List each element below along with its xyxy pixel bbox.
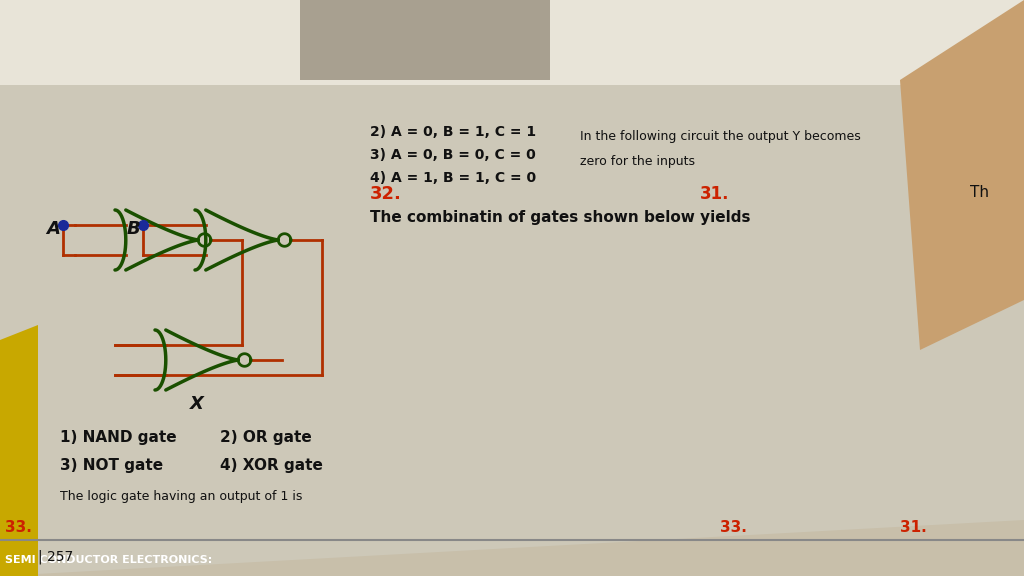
- Text: SEMI CONDUCTOR ELECTRONICS:: SEMI CONDUCTOR ELECTRONICS:: [5, 555, 212, 565]
- Text: 4) XOR gate: 4) XOR gate: [220, 458, 323, 473]
- Text: 33.: 33.: [720, 520, 746, 535]
- Text: The combinatin of gates shown below yields: The combinatin of gates shown below yiel…: [370, 210, 751, 225]
- Text: 4) A = 1, B = 1, C = 0: 4) A = 1, B = 1, C = 0: [370, 171, 537, 185]
- Text: A: A: [46, 220, 60, 238]
- Text: 31.: 31.: [900, 520, 927, 535]
- Polygon shape: [900, 0, 1024, 350]
- Text: 3) NOT gate: 3) NOT gate: [60, 458, 163, 473]
- Text: | 257: | 257: [38, 550, 74, 564]
- Text: 31.: 31.: [700, 185, 729, 203]
- Text: 32.: 32.: [370, 185, 401, 203]
- Text: In the following circuit the output Y becomes: In the following circuit the output Y be…: [580, 130, 861, 143]
- Text: 2) OR gate: 2) OR gate: [220, 430, 311, 445]
- Text: Th: Th: [970, 185, 989, 200]
- Polygon shape: [0, 0, 1024, 85]
- Text: 1) NAND gate: 1) NAND gate: [60, 430, 176, 445]
- Text: The logic gate having an output of 1 is: The logic gate having an output of 1 is: [60, 490, 302, 503]
- Text: 3) A = 0, B = 0, C = 0: 3) A = 0, B = 0, C = 0: [370, 148, 536, 162]
- Polygon shape: [300, 0, 550, 80]
- Polygon shape: [0, 325, 38, 576]
- Text: 33.: 33.: [5, 520, 32, 535]
- Text: zero for the inputs: zero for the inputs: [580, 155, 695, 168]
- Text: 2) A = 0, B = 1, C = 1: 2) A = 0, B = 1, C = 1: [370, 125, 537, 139]
- Text: X: X: [190, 395, 204, 413]
- Text: B: B: [127, 220, 140, 238]
